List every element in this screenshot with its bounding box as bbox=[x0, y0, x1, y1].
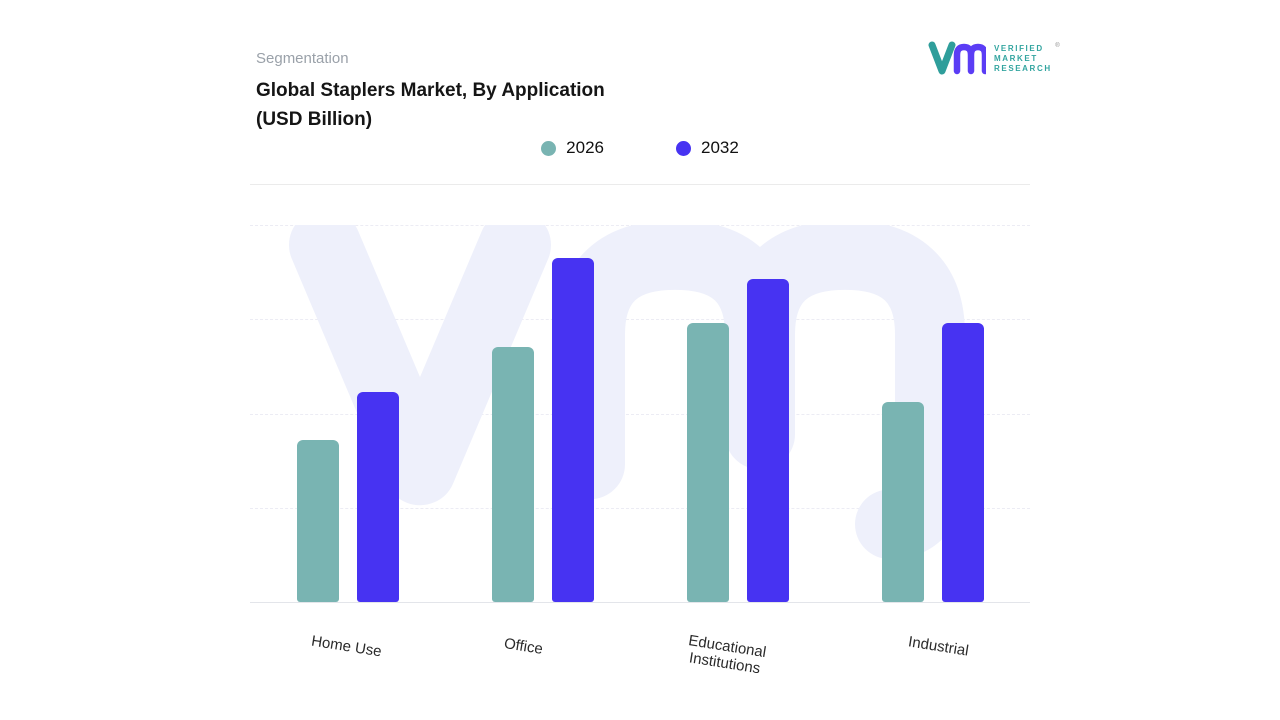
header-divider bbox=[250, 184, 1030, 185]
bar-2026-industrial bbox=[881, 402, 924, 602]
legend-label: 2032 bbox=[701, 138, 739, 157]
category-label: Industrial bbox=[906, 633, 970, 660]
bar-2032-educational-institutions bbox=[746, 279, 789, 602]
bar-groups bbox=[250, 225, 1030, 602]
category-label: Educational Institutions bbox=[686, 632, 767, 678]
bar-2026-educational-institutions bbox=[686, 323, 729, 602]
chart-legend: 2026 2032 bbox=[250, 134, 1030, 162]
bar-group bbox=[491, 225, 594, 602]
gridline bbox=[250, 319, 1030, 321]
legend-dot-icon bbox=[676, 140, 691, 156]
bar-2032-office bbox=[551, 258, 594, 602]
bar-group bbox=[881, 225, 984, 602]
gridline bbox=[250, 413, 1030, 415]
page-title: Global Staplers Market, By Application (… bbox=[256, 76, 716, 134]
vmr-logo-icon bbox=[928, 41, 986, 75]
bar-group bbox=[686, 225, 789, 602]
bar-group bbox=[296, 225, 399, 602]
legend-label: 2026 bbox=[566, 138, 604, 157]
category-labels: Home Use Office Educational Institutions In… bbox=[250, 632, 1030, 677]
title-line-1: Global Staplers Market, By Application bbox=[256, 80, 605, 101]
brand-text: ® VERIFIED MARKET RESEARCH bbox=[994, 43, 1060, 74]
brand-line-research: RESEARCH bbox=[994, 64, 1052, 73]
bar-2032-industrial bbox=[941, 323, 984, 602]
bar-2032-home-use bbox=[356, 392, 399, 602]
brand-line-market: MARKET bbox=[994, 54, 1038, 63]
legend-dot-icon bbox=[541, 140, 557, 156]
registered-mark: ® bbox=[1055, 43, 1060, 49]
bar-2026-office bbox=[491, 347, 534, 602]
gridline bbox=[250, 507, 1030, 509]
legend-item: 2026 bbox=[541, 138, 604, 158]
plot-area bbox=[250, 225, 1030, 603]
category-label: Home Use bbox=[310, 632, 383, 661]
brand-line-verified: VERIFIED bbox=[994, 44, 1044, 53]
bar-2026-home-use bbox=[296, 440, 339, 602]
brand-logo: ® VERIFIED MARKET RESEARCH bbox=[928, 38, 1078, 80]
title-line-2: (USD Billion) bbox=[256, 109, 373, 130]
category-label: Office bbox=[503, 635, 545, 658]
legend-item: 2032 bbox=[676, 138, 739, 158]
eyebrow-label: Segmentation bbox=[256, 50, 349, 67]
